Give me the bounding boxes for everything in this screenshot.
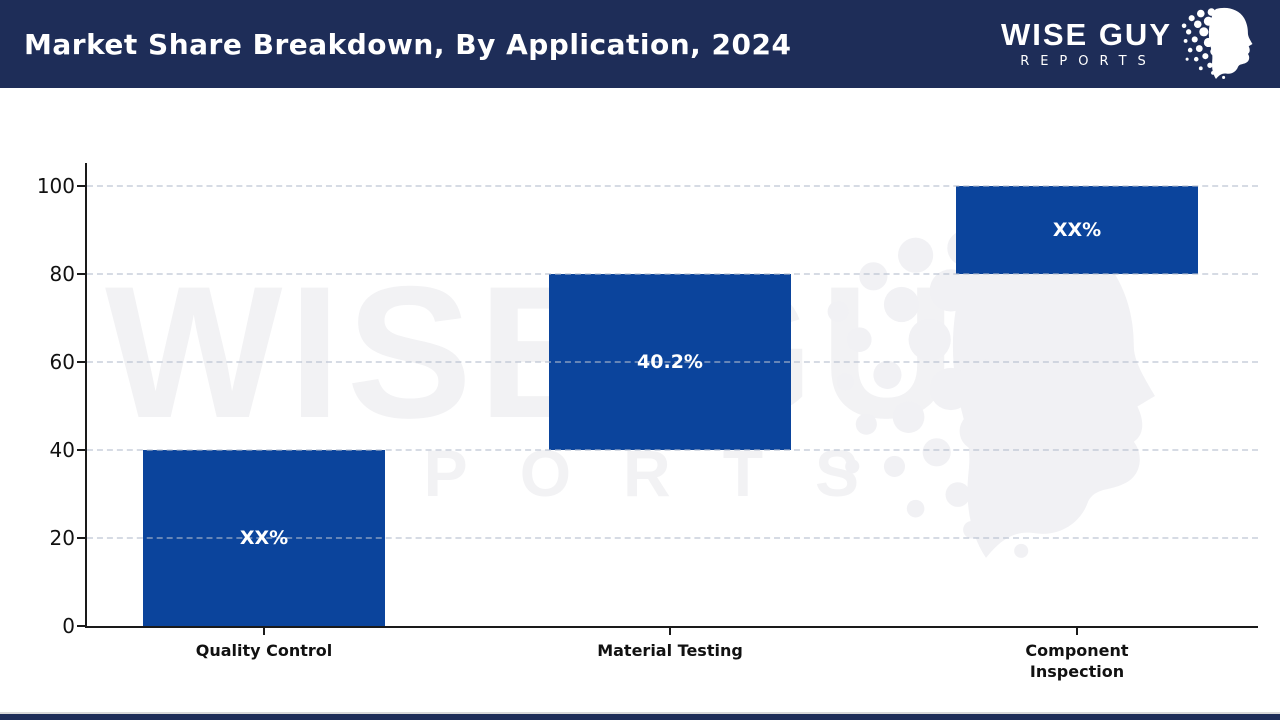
gridline [87, 361, 1258, 363]
logo-wordmark: WISE GUY [1000, 17, 1172, 53]
gridline [87, 449, 1258, 451]
y-tick-label: 20 [49, 526, 75, 550]
footer-divider [0, 712, 1280, 714]
bar-value-label: XX% [1052, 219, 1102, 241]
x-axis-label-material-testing: Material Testing [597, 641, 743, 660]
wise-guy-logo: WISE GUY REPORTS [1001, 6, 1256, 82]
logo-face-icon [1176, 6, 1256, 82]
y-axis-tick [77, 625, 85, 627]
y-axis-tick [77, 273, 85, 275]
gridline [87, 273, 1258, 275]
y-tick-label: 100 [36, 174, 75, 198]
x-axis-label-component-inspection: Component Inspection [1025, 641, 1129, 681]
bar-component-inspection [956, 186, 1198, 274]
logo-subtext: REPORTS [1020, 53, 1157, 69]
x-axis-tick [669, 628, 671, 635]
y-tick-label: 0 [62, 614, 75, 638]
y-axis-line [85, 163, 87, 628]
y-tick-label: 80 [49, 262, 75, 286]
y-tick-label: 40 [49, 438, 75, 462]
bar-value-label: 40.2% [637, 351, 703, 373]
footer-accent-bar [0, 714, 1280, 720]
x-axis-tick [263, 628, 265, 635]
gridline [87, 185, 1258, 187]
y-axis-tick [77, 361, 85, 363]
x-axis-tick [1076, 628, 1078, 635]
y-axis-tick [77, 537, 85, 539]
y-axis-tick [77, 185, 85, 187]
gridline [87, 537, 1258, 539]
header-bar: Market Share Breakdown, By Application, … [0, 0, 1280, 88]
x-axis-line [85, 626, 1258, 628]
bar-value-label: XX% [239, 527, 289, 549]
y-tick-label: 60 [49, 350, 75, 374]
y-axis-tick [77, 449, 85, 451]
x-axis-label-quality-control: Quality Control [195, 641, 333, 660]
page-title: Market Share Breakdown, By Application, … [24, 27, 792, 61]
logo-text: WISE GUY REPORTS [1001, 19, 1172, 69]
